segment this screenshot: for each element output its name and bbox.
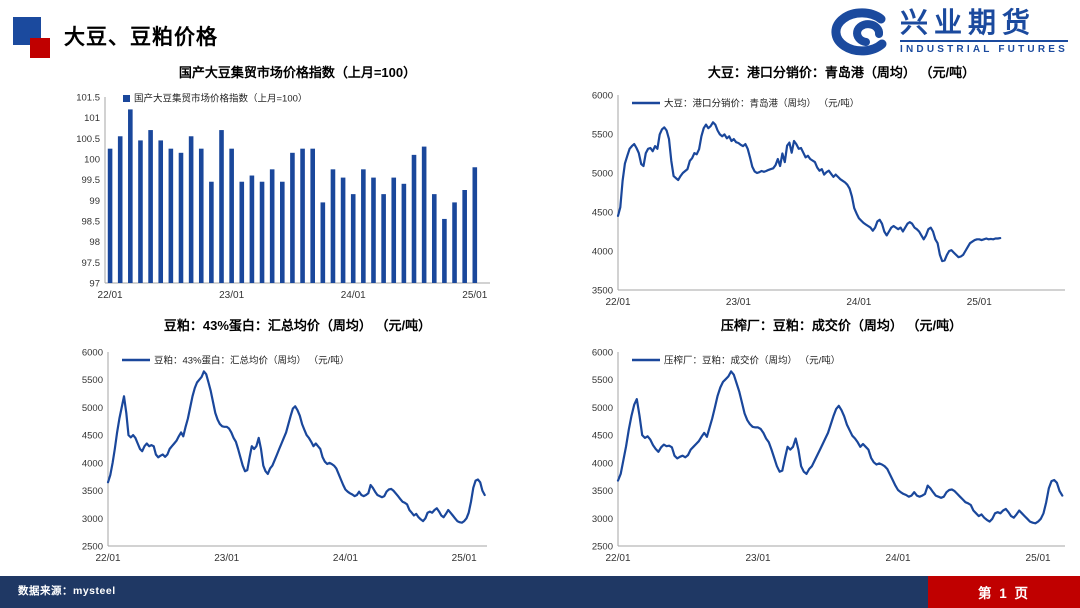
page-title: 大豆、豆粕价格 (64, 26, 218, 49)
title-marker-red-square (30, 38, 50, 58)
svg-text:24/01: 24/01 (886, 553, 911, 564)
svg-text:24/01: 24/01 (846, 297, 871, 308)
chart-title: 豆粕：43%蛋白：汇总均价（周均） （元/吨） (163, 318, 432, 333)
svg-text:3500: 3500 (592, 286, 613, 297)
svg-text:100: 100 (84, 155, 100, 166)
svg-text:4500: 4500 (592, 431, 613, 442)
svg-text:豆粕：43%蛋白：汇总均价（周均） （元/吨）: 豆粕：43%蛋白：汇总均价（周均） （元/吨） (154, 355, 349, 367)
logo-text: 兴业期货 INDUSTRIAL FUTURES (900, 9, 1068, 55)
logo-divider (900, 40, 1068, 42)
svg-text:24/01: 24/01 (341, 290, 366, 301)
svg-text:23/01: 23/01 (726, 297, 751, 308)
svg-text:3500: 3500 (82, 486, 103, 497)
line-chart-soybean-port-price: 3500 4000 4500 5000 5500 6000 22/01 23/01 24/01 2… (592, 91, 1065, 308)
svg-text:6000: 6000 (592, 91, 613, 102)
svg-text:5500: 5500 (592, 375, 613, 386)
svg-text:23/01: 23/01 (746, 553, 771, 564)
chart-soymeal-avg-price: 豆粕：43%蛋白：汇总均价（周均） （元/吨） 2500 3000 3500 4000… (55, 315, 505, 575)
chart-soybean-port-price: 大豆：港口分销价：青岛港（周均） （元/吨） 3500 4000 4500 5000 5… (555, 62, 1080, 312)
svg-text:压榨厂：豆粕：成交价（周均） （元/吨）: 压榨厂：豆粕：成交价（周均） （元/吨） (664, 355, 840, 367)
line-chart-soymeal-avg-price: 2500 3000 3500 4000 4500 5000 5500 6000 22/01 23/… (82, 348, 487, 564)
svg-text:5000: 5000 (592, 403, 613, 414)
svg-text:25/01: 25/01 (462, 290, 487, 301)
svg-text:国产大豆集贸市场价格指数（上月=100）: 国产大豆集贸市场价格指数（上月=100） (134, 93, 307, 105)
line-chart-soymeal-deal-price: 2500 3000 3500 4000 4500 5000 5500 6000 22/01 23/… (592, 348, 1065, 564)
svg-text:24/01: 24/01 (333, 553, 358, 564)
svg-text:5000: 5000 (82, 403, 103, 414)
svg-text:4500: 4500 (592, 208, 613, 219)
svg-text:3500: 3500 (592, 486, 613, 497)
logo-english-name: INDUSTRIAL FUTURES (900, 44, 1068, 55)
svg-text:22/01: 22/01 (605, 553, 630, 564)
chart-soybean-price-index: 国产大豆集贸市场价格指数（上月=100） 97 97.5 98 98.5 99 99.5 1… (60, 62, 510, 312)
chart-title: 压榨厂：豆粕：成交价（周均） （元/吨） (720, 318, 963, 333)
svg-text:99.5: 99.5 (82, 175, 101, 186)
svg-text:101.5: 101.5 (76, 93, 100, 104)
svg-text:3000: 3000 (82, 514, 103, 525)
title-marker (13, 17, 53, 59)
svg-text:5000: 5000 (592, 169, 613, 180)
svg-text:5500: 5500 (592, 130, 613, 141)
svg-text:98: 98 (89, 237, 100, 248)
company-logo: 兴业期货 INDUSTRIAL FUTURES (828, 8, 1068, 56)
svg-text:22/01: 22/01 (95, 553, 120, 564)
svg-text:22/01: 22/01 (98, 290, 123, 301)
svg-text:4500: 4500 (82, 431, 103, 442)
svg-text:3000: 3000 (592, 514, 613, 525)
svg-text:6000: 6000 (82, 348, 103, 359)
svg-text:4000: 4000 (82, 458, 103, 469)
data-source-label: 数据来源：mysteel (18, 585, 116, 597)
footer-bar: 数据来源：mysteel 第 1 页 (0, 576, 1080, 608)
svg-text:6000: 6000 (592, 348, 613, 359)
svg-text:100.5: 100.5 (76, 134, 100, 145)
svg-text:22/01: 22/01 (605, 297, 630, 308)
svg-text:4000: 4000 (592, 458, 613, 469)
logo-chinese-name: 兴业期货 (900, 8, 1037, 39)
svg-text:25/01: 25/01 (1026, 553, 1051, 564)
svg-text:23/01: 23/01 (214, 553, 239, 564)
chart-title: 国产大豆集贸市场价格指数（上月=100） (178, 65, 417, 80)
svg-text:25/01: 25/01 (967, 297, 992, 308)
svg-text:97: 97 (89, 279, 100, 290)
svg-text:大豆：港口分销价：青岛港（周均） （元/吨）: 大豆：港口分销价：青岛港（周均） （元/吨） (664, 98, 859, 110)
logo-swirl-icon (831, 8, 887, 56)
chart-soymeal-deal-price: 压榨厂：豆粕：成交价（周均） （元/吨） 2500 3000 3500 4000 450… (555, 315, 1080, 575)
svg-text:2500: 2500 (592, 542, 613, 553)
svg-text:99: 99 (89, 196, 100, 207)
svg-text:97.5: 97.5 (82, 258, 101, 269)
svg-text:23/01: 23/01 (219, 290, 244, 301)
svg-text:25/01: 25/01 (452, 553, 477, 564)
svg-text:4000: 4000 (592, 247, 613, 258)
svg-text:101: 101 (84, 113, 100, 124)
bar-chart-soybean-price-index: 97 97.5 98 98.5 99 99.5 100 100.5 101 101.5 22/01 2… (76, 93, 490, 301)
svg-text:2500: 2500 (82, 542, 103, 553)
svg-text:5500: 5500 (82, 375, 103, 386)
chart-title: 大豆：港口分销价：青岛港（周均） （元/吨） (707, 65, 976, 80)
svg-text:98.5: 98.5 (82, 217, 101, 228)
page-number-badge: 第 1 页 (928, 576, 1080, 608)
